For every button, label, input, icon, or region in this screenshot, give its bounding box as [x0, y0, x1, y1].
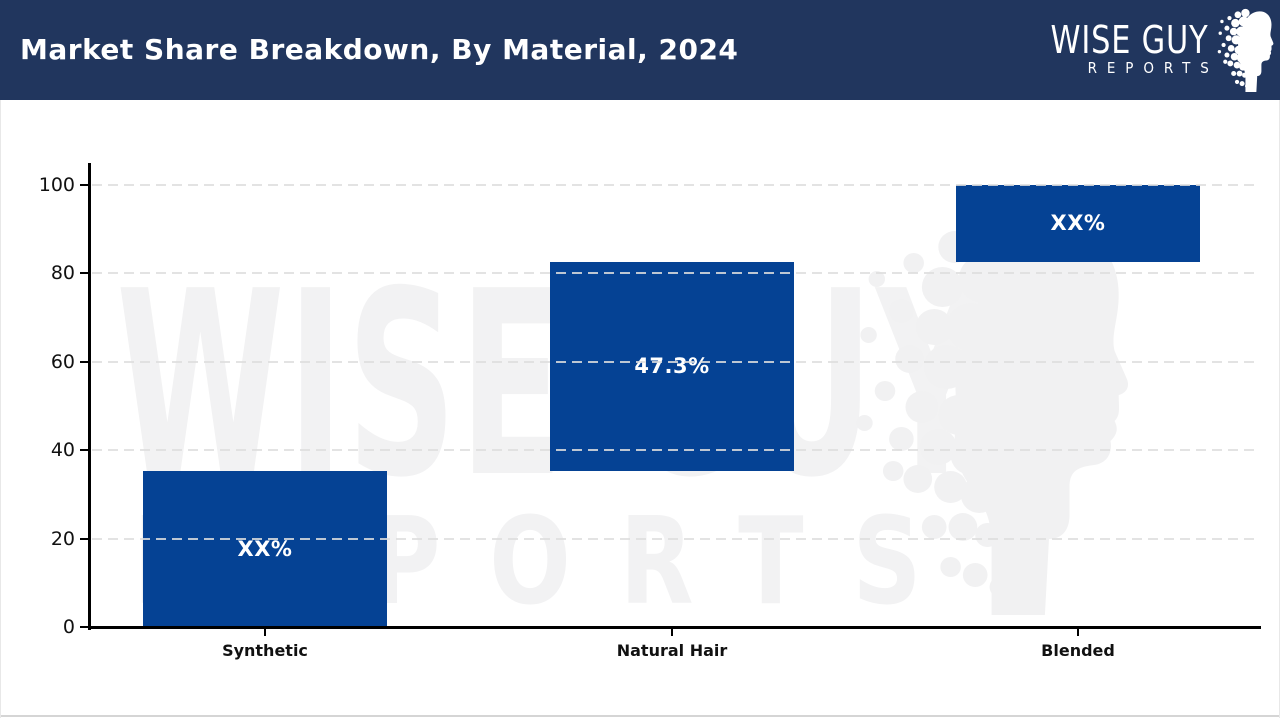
bar-natural-hair: 47.3%	[550, 261, 794, 471]
y-tick-mark	[80, 360, 89, 363]
y-axis-line	[88, 163, 91, 630]
gridline-40	[92, 449, 1258, 452]
header: Market Share Breakdown, By Material, 202…	[0, 0, 1280, 100]
bottom-border	[1, 715, 1279, 717]
y-tick-mark	[80, 537, 89, 540]
plot-area: 0 20 40 60 80 100 XX% Synthetic 47.3% Natural Hai…	[1, 100, 1279, 718]
gridline-60	[92, 360, 1258, 363]
y-tick-label: 60	[50, 350, 75, 373]
x-tick-mark-synthetic	[264, 629, 266, 636]
head-profile-icon	[1217, 8, 1274, 92]
x-axis-label-blended: Blended	[1041, 641, 1115, 660]
y-tick-mark	[80, 272, 89, 275]
bar-value-label-natural-hair: 47.3%	[634, 354, 710, 379]
y-tick-mark	[80, 184, 89, 186]
x-axis-label-synthetic: Synthetic	[222, 641, 308, 660]
gridline-100	[92, 184, 1258, 186]
bar-synthetic: XX%	[143, 470, 387, 627]
logo-subtitle: REPORTS	[1087, 59, 1219, 77]
bar-blended: XX%	[956, 185, 1200, 262]
x-tick-mark-natural-hair	[671, 629, 673, 636]
y-tick-label: 0	[62, 616, 75, 638]
logo-wordmark: WISE GUY	[1050, 18, 1208, 62]
y-tick-label: 20	[50, 527, 75, 550]
x-axis-line	[88, 626, 1261, 629]
y-tick-mark	[80, 626, 89, 628]
x-tick-mark-blended	[1077, 629, 1079, 636]
gridline-20	[92, 537, 1258, 540]
y-tick-label: 40	[50, 439, 75, 462]
page-title: Market Share Breakdown, By Material, 202…	[20, 33, 739, 66]
bar-value-label-synthetic: XX%	[237, 536, 293, 561]
gridline-80	[92, 272, 1258, 275]
bar-value-label-blended: XX%	[1050, 211, 1106, 236]
x-axis-label-natural-hair: Natural Hair	[616, 641, 728, 660]
wiseguy-logo: WISE GUY REPORTS	[1010, 0, 1280, 100]
y-tick-mark	[80, 449, 89, 452]
y-tick-label: 100	[38, 174, 75, 196]
chart-area: WISE GUY REPORTS 0 20 40 60 80 100 XX% Syntheti…	[0, 100, 1280, 718]
y-tick-label: 80	[50, 262, 75, 285]
